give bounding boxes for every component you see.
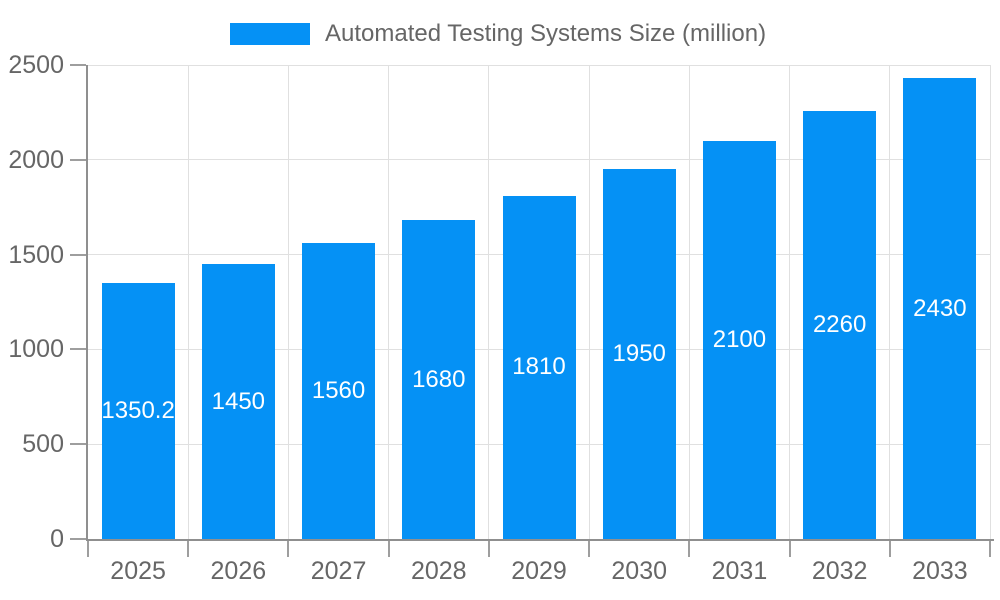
bar-2032[interactable]: 2260 bbox=[803, 110, 877, 539]
y-axis-tick bbox=[70, 443, 86, 446]
x-gridline bbox=[388, 65, 390, 539]
x-tick-label: 2026 bbox=[210, 557, 267, 585]
bar-value-label: 1950 bbox=[612, 340, 666, 368]
x-axis-line bbox=[86, 539, 994, 541]
bar-value-label: 2260 bbox=[812, 310, 867, 338]
y-axis-tick bbox=[70, 348, 86, 351]
x-gridline bbox=[588, 65, 590, 539]
x-tick-label: 2025 bbox=[110, 557, 166, 585]
x-tick-label: 2030 bbox=[611, 557, 668, 585]
bar-value-label: 1350.2 bbox=[101, 396, 175, 424]
x-gridline bbox=[789, 65, 791, 539]
bar-2025[interactable]: 1350.2 bbox=[101, 283, 175, 539]
x-axis-tick bbox=[588, 541, 591, 557]
bar-2027[interactable]: 1560 bbox=[302, 243, 376, 539]
x-tick-label: 2031 bbox=[711, 557, 768, 585]
x-tick-label: 2027 bbox=[310, 557, 367, 585]
x-gridline bbox=[989, 65, 991, 539]
x-axis-tick bbox=[487, 541, 490, 557]
y-axis-tick bbox=[70, 538, 86, 540]
y-tick-label: 1500 bbox=[8, 240, 64, 269]
x-tick-label: 2033 bbox=[912, 557, 968, 585]
bar-value-label: 1810 bbox=[512, 353, 566, 381]
bar-2031[interactable]: 2100 bbox=[702, 140, 776, 539]
x-axis-tick bbox=[187, 541, 190, 557]
x-axis-tick bbox=[788, 541, 791, 557]
y-tick-label: 2000 bbox=[8, 145, 64, 174]
x-gridline bbox=[688, 65, 690, 539]
x-axis-tick bbox=[989, 541, 991, 557]
y-axis-tick bbox=[70, 158, 86, 161]
bar-2030[interactable]: 1950 bbox=[602, 169, 676, 539]
x-gridline bbox=[488, 65, 490, 539]
x-axis-tick bbox=[387, 541, 390, 557]
y-axis-tick bbox=[70, 253, 86, 256]
y-tick-label: 2500 bbox=[8, 51, 64, 79]
legend-swatch bbox=[230, 23, 310, 45]
x-axis-tick bbox=[287, 541, 290, 557]
y-axis-line bbox=[86, 65, 88, 541]
x-gridline bbox=[889, 65, 891, 539]
y-gridline bbox=[88, 159, 990, 161]
y-tick-label: 1000 bbox=[8, 335, 64, 364]
bar-2026[interactable]: 1450 bbox=[201, 264, 275, 539]
y-tick-label: 0 bbox=[50, 525, 64, 553]
bar-2033[interactable]: 2430 bbox=[903, 78, 977, 539]
x-axis-tick bbox=[888, 541, 891, 557]
bar-2028[interactable]: 1680 bbox=[402, 220, 476, 539]
x-tick-label: 2029 bbox=[511, 557, 567, 585]
x-gridline bbox=[187, 65, 189, 539]
bar-value-label: 1560 bbox=[311, 377, 366, 405]
bar-value-label: 2100 bbox=[712, 325, 767, 353]
x-tick-label: 2028 bbox=[410, 557, 467, 585]
bar-value-label: 1450 bbox=[211, 387, 266, 415]
x-axis-tick bbox=[87, 541, 89, 557]
x-tick-label: 2032 bbox=[811, 557, 868, 585]
x-gridline bbox=[287, 65, 289, 539]
bar-2029[interactable]: 1810 bbox=[502, 195, 576, 539]
y-gridline bbox=[88, 64, 990, 66]
bar-value-label: 2430 bbox=[913, 294, 967, 322]
legend-item[interactable]: Automated Testing Systems Size (million) bbox=[230, 20, 766, 48]
bar-value-label: 1680 bbox=[412, 365, 466, 393]
legend-label: Automated Testing Systems Size (million) bbox=[325, 20, 767, 47]
y-axis-tick bbox=[70, 64, 86, 66]
y-tick-label: 500 bbox=[22, 430, 64, 459]
x-axis-tick bbox=[688, 541, 691, 557]
